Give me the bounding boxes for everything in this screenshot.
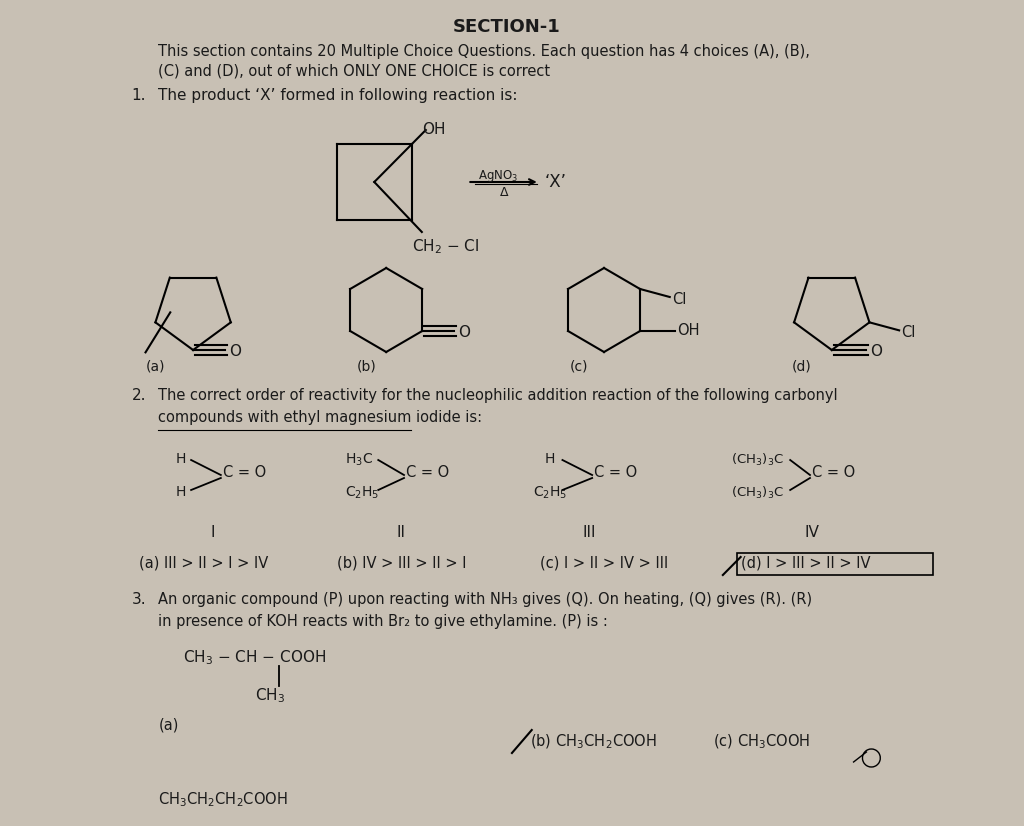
Text: Cl: Cl <box>672 292 686 307</box>
Text: C = O: C = O <box>594 465 637 480</box>
Text: CH$_3$ − CH − COOH: CH$_3$ − CH − COOH <box>183 648 327 667</box>
Text: (c): (c) <box>569 360 588 374</box>
Text: (CH$_3$)$_3$C: (CH$_3$)$_3$C <box>731 452 783 468</box>
Text: H: H <box>175 485 185 499</box>
Text: (b) CH$_3$CH$_2$COOH: (b) CH$_3$CH$_2$COOH <box>529 733 656 752</box>
Text: C = O: C = O <box>812 465 855 480</box>
Text: (d) I > III > II > IV: (d) I > III > II > IV <box>740 555 870 570</box>
Text: C = O: C = O <box>223 465 266 480</box>
Text: OH: OH <box>422 122 445 137</box>
Text: This section contains 20 Multiple Choice Questions. Each question has 4 choices : This section contains 20 Multiple Choice… <box>159 44 810 59</box>
Text: Cl: Cl <box>901 325 915 340</box>
Text: CH$_2$ − Cl: CH$_2$ − Cl <box>412 237 479 256</box>
Text: (CH$_3$)$_3$C: (CH$_3$)$_3$C <box>731 485 783 501</box>
Text: The product ‘X’ formed in following reaction is:: The product ‘X’ formed in following reac… <box>159 88 518 103</box>
Text: H: H <box>175 452 185 466</box>
Text: III: III <box>583 525 596 540</box>
Bar <box>736 553 933 575</box>
Text: (a) III > II > I > IV: (a) III > II > I > IV <box>138 555 268 570</box>
Text: C$_2$H$_5$: C$_2$H$_5$ <box>345 485 379 501</box>
Text: AgNO$_3$: AgNO$_3$ <box>478 168 518 184</box>
Text: O: O <box>870 344 883 359</box>
Text: CH$_3$: CH$_3$ <box>255 686 286 705</box>
Text: (C) and (D), out of which ONLY ONE CHOICE is correct: (C) and (D), out of which ONLY ONE CHOIC… <box>159 64 551 79</box>
Text: The correct order of reactivity for the nucleophilic addition reaction of the fo: The correct order of reactivity for the … <box>159 388 838 403</box>
Text: II: II <box>396 525 406 540</box>
Text: O: O <box>228 344 241 359</box>
Text: SECTION-1: SECTION-1 <box>453 18 561 36</box>
Text: (a): (a) <box>159 718 179 733</box>
Text: 3.: 3. <box>132 592 146 607</box>
Text: OH: OH <box>677 323 699 338</box>
Text: ‘X’: ‘X’ <box>545 173 566 191</box>
Text: in presence of KOH reacts with Br₂ to give ethylamine. (P) is :: in presence of KOH reacts with Br₂ to gi… <box>159 614 608 629</box>
Text: IV: IV <box>805 525 819 540</box>
Text: (b) IV > III > II > I: (b) IV > III > II > I <box>337 555 466 570</box>
Text: (d): (d) <box>793 360 812 374</box>
Text: H$_3$C: H$_3$C <box>345 452 373 468</box>
Text: C = O: C = O <box>406 465 450 480</box>
Text: H: H <box>545 452 555 466</box>
Text: C$_2$H$_5$: C$_2$H$_5$ <box>532 485 567 501</box>
Text: O: O <box>458 325 470 340</box>
Text: (c) CH$_3$COOH: (c) CH$_3$COOH <box>713 733 810 752</box>
Text: An organic compound (P) upon reacting with NH₃ gives (Q). On heating, (Q) gives : An organic compound (P) upon reacting wi… <box>159 592 813 607</box>
Text: CH$_3$CH$_2$CH$_2$COOH: CH$_3$CH$_2$CH$_2$COOH <box>159 790 288 809</box>
Text: 2.: 2. <box>132 388 146 403</box>
Text: compounds with ethyl magnesium iodide is:: compounds with ethyl magnesium iodide is… <box>159 410 482 425</box>
Text: (b): (b) <box>356 360 376 374</box>
Text: (c) I > II > IV > III: (c) I > II > IV > III <box>540 555 668 570</box>
Text: I: I <box>211 525 215 540</box>
Text: 1.: 1. <box>132 88 146 103</box>
Text: (a): (a) <box>145 360 165 374</box>
Text: Δ: Δ <box>500 186 509 199</box>
